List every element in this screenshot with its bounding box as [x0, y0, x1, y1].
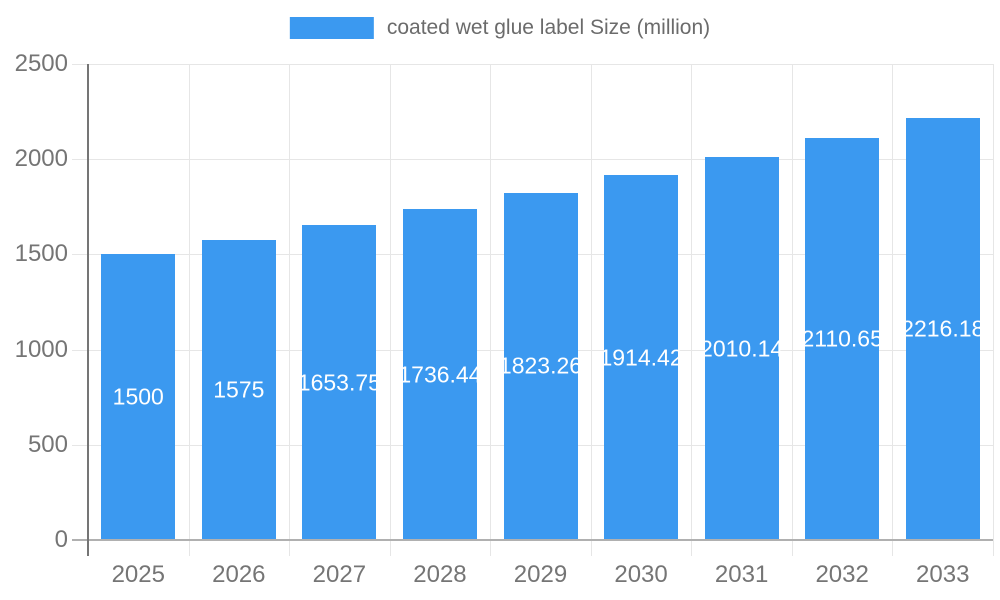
y-gridline: [72, 159, 993, 161]
x-axis-tick-label: 2031: [714, 561, 769, 588]
y-gridline: [72, 64, 993, 65]
bar-2026[interactable]: [201, 240, 276, 540]
bar-2027[interactable]: [302, 225, 377, 540]
x-axis-tick-label: 2026: [212, 561, 266, 588]
x-gridline: [590, 64, 592, 556]
x-gridline: [389, 64, 391, 556]
legend-swatch: [289, 17, 374, 39]
x-gridline: [993, 64, 994, 556]
x-axis-tick-label: 2029: [513, 561, 568, 588]
x-gridline: [490, 64, 492, 556]
x-axis-tick-label: 2030: [614, 561, 668, 588]
bar-value-label: 1823.26: [498, 352, 583, 379]
x-gridline: [691, 64, 693, 556]
x-gridline: [892, 64, 894, 556]
legend-label: coated wet glue label Size (million): [386, 16, 711, 39]
bar-2033[interactable]: [905, 118, 980, 540]
y-axis-tick-label: 0: [54, 526, 68, 553]
x-gridline: [289, 64, 291, 556]
bar-value-label: 1736.44: [398, 361, 482, 388]
legend-item[interactable]: coated wet glue label Size (million): [289, 16, 711, 40]
bar-2032[interactable]: [805, 138, 880, 540]
y-axis-tick-label: 1000: [14, 335, 68, 363]
x-axis-baseline: [72, 539, 993, 541]
y-axis-tick-label: 2500: [14, 50, 68, 77]
bar-value-label: 2010.14: [700, 335, 784, 362]
bar-2030[interactable]: [604, 175, 679, 540]
x-axis-tick-label: 2027: [312, 561, 367, 588]
y-axis-tick-label: 500: [27, 430, 68, 458]
bar-value-label: 1653.75: [297, 369, 381, 396]
bar-value-label: 2110.65: [801, 325, 883, 352]
y-axis-tick-label: 1500: [14, 240, 68, 268]
x-axis-tick-label: 2032: [815, 561, 869, 588]
x-gridline: [791, 64, 793, 556]
x-axis-tick-label: 2028: [413, 561, 467, 588]
x-axis-tick-label: 2025: [111, 561, 165, 588]
bar-value-label: 1914.42: [599, 344, 683, 371]
bar-2028[interactable]: [402, 209, 477, 540]
x-gridline: [188, 64, 190, 556]
bar-2031[interactable]: [704, 157, 779, 540]
bar-value-label: 1500: [112, 383, 164, 410]
bar-value-label: 2216.18: [901, 315, 985, 342]
y-axis-line: [87, 64, 89, 556]
bar-2025[interactable]: [101, 254, 176, 540]
x-axis-tick-label: 2033: [916, 561, 970, 588]
y-axis-tick-label: 2000: [14, 145, 68, 173]
bar-value-label: 1575: [213, 376, 265, 403]
bar-2029[interactable]: [503, 192, 578, 540]
